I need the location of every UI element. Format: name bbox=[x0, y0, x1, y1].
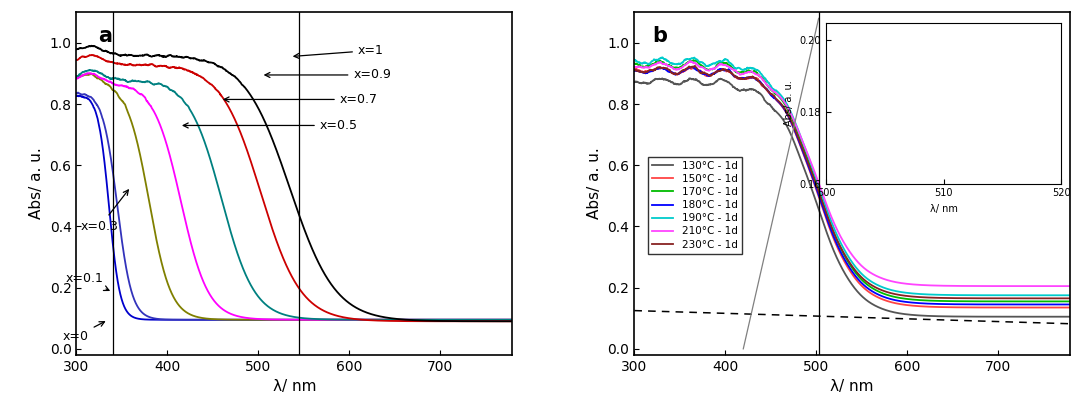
Text: x=0.5: x=0.5 bbox=[183, 119, 358, 132]
Y-axis label: Abs/ a. u.: Abs/ a. u. bbox=[586, 148, 602, 220]
Legend: 130°C - 1d, 150°C - 1d, 170°C - 1d, 180°C - 1d, 190°C - 1d, 210°C - 1d, 230°C - : 130°C - 1d, 150°C - 1d, 170°C - 1d, 180°… bbox=[649, 157, 741, 254]
Text: x=0.9: x=0.9 bbox=[265, 69, 391, 82]
Text: b: b bbox=[652, 26, 667, 46]
Text: x=0.3: x=0.3 bbox=[81, 190, 129, 233]
Text: x=0: x=0 bbox=[63, 322, 105, 343]
X-axis label: λ/ nm: λ/ nm bbox=[273, 379, 316, 395]
Text: x=1: x=1 bbox=[294, 44, 383, 58]
X-axis label: λ/ nm: λ/ nm bbox=[831, 379, 874, 395]
Y-axis label: Abs/ a. u.: Abs/ a. u. bbox=[29, 148, 44, 220]
Text: a: a bbox=[98, 26, 112, 46]
Text: x=0.1: x=0.1 bbox=[66, 272, 109, 290]
Text: x=0.7: x=0.7 bbox=[224, 93, 378, 106]
